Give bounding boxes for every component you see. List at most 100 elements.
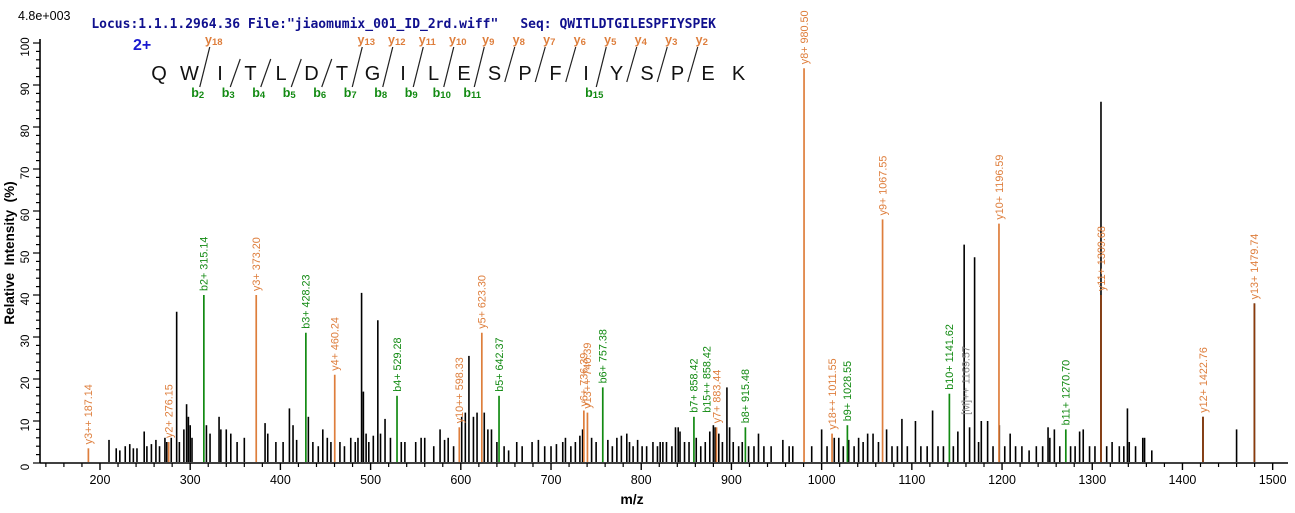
y-tick-label: 50: [20, 251, 32, 264]
peak-label: y13++ 740.39: [582, 343, 594, 409]
fragmentation-slash: [534, 46, 546, 83]
residue-letter: P: [671, 63, 684, 85]
b-ion-label: b9: [405, 86, 418, 101]
x-tick-label: 1300: [1078, 473, 1106, 487]
peak-label: b5+ 642.37: [494, 337, 506, 391]
fragmentation-slash: [412, 46, 424, 88]
residue-letter: G: [365, 63, 381, 85]
b-ion-label: b2: [191, 86, 204, 101]
x-tick-label: 1400: [1169, 473, 1197, 487]
fragmentation-slash: [199, 46, 211, 88]
b-ion-label: b7: [344, 86, 357, 101]
y-tick-label: 20: [20, 377, 32, 390]
x-tick-label: 500: [360, 473, 381, 487]
b-ion-label: b3: [222, 86, 235, 101]
x-tick-label: 300: [180, 473, 201, 487]
y-ion-label: y9: [482, 33, 494, 48]
peak-label: b4+ 529.28: [392, 337, 404, 391]
residue-letter: T: [336, 63, 348, 85]
header-bar: Locus:1.1.1.2964.36 File:"jiaomumix_001_…: [60, 2, 716, 47]
locus-file-label: Locus:1.1.1.2964.36 File:"jiaomumix_001_…: [91, 17, 499, 32]
b-ion-label: b4: [252, 86, 266, 101]
intensity-scale-label: 4.8e+003: [18, 9, 71, 23]
peak-label: y3+ 373.20: [251, 237, 263, 291]
y-ion-label: y12: [388, 33, 406, 48]
y-ion-label: y4: [635, 33, 648, 48]
fragmentation-slash: [443, 46, 455, 88]
y-tick-label: 0: [20, 464, 32, 470]
peak-label: y2+ 276.15: [163, 384, 175, 438]
residue-letter: T: [244, 63, 256, 85]
peak-label: y9+ 1067.55: [877, 156, 889, 216]
y-ion-label: y10: [449, 33, 467, 48]
x-axis-title: m/z: [620, 491, 643, 507]
residue-letter: S: [488, 63, 501, 85]
fragmentation-slash: [382, 46, 394, 88]
x-tick-label: 700: [541, 473, 562, 487]
residue-letter: I: [400, 63, 406, 85]
residue-letter: K: [732, 63, 746, 85]
residue-letter: I: [583, 63, 589, 85]
x-tick-label: 600: [450, 473, 471, 487]
peak-label: y10+ 1196.59: [994, 155, 1006, 220]
peak-label: [M]++ 1169.57: [960, 346, 972, 415]
x-axis: 200 300 400 500 600 700 800 900 1000 1100 1200 1300…: [40, 462, 1288, 507]
peak-label: y6+ 736.39: [579, 353, 591, 407]
residue-letter: W: [180, 63, 199, 85]
b-ion-label: b8: [374, 86, 387, 101]
b-ion-label: b10: [433, 86, 451, 101]
x-tick-label: 1100: [898, 473, 925, 487]
y-ion-label: y5: [604, 33, 617, 48]
y-ion-label: y6: [574, 33, 586, 48]
fragmentation-slash: [595, 46, 607, 88]
residue-letter: E: [701, 63, 714, 85]
y-axis-title: Relative Intensity (%): [2, 181, 17, 324]
y-tick-label: 100: [20, 37, 32, 56]
peak-label: b10+ 1141.62: [944, 324, 956, 390]
residue-letter: L: [275, 63, 286, 85]
peak-label: b9+ 1028.55: [842, 361, 854, 421]
sequence-header-label: Seq: QWITLDTGILESPFIYSPEK: [520, 17, 716, 32]
b-ion-label: b6: [313, 86, 326, 101]
residue-letter: L: [428, 63, 439, 85]
fragmentation-slash: [473, 46, 485, 88]
y-tick-label: 90: [20, 83, 32, 96]
peak-label: b15++ 858.42: [702, 346, 714, 413]
y-tick-label: 80: [20, 125, 32, 138]
y-ion-label: y3: [665, 33, 677, 48]
y-tick-label: 10: [20, 419, 32, 432]
y-ion-label: y18: [205, 33, 223, 48]
residue-letter: I: [217, 63, 223, 85]
peak-label: y10++ 598.33: [454, 357, 466, 423]
fragmentation-slash: [687, 46, 699, 83]
fragmentation-slash: [565, 46, 577, 83]
fragmentation-slash: [260, 58, 272, 88]
fragmentation-slash: [351, 46, 363, 88]
residue-letter: S: [640, 63, 653, 85]
peak-annotations: y3++ 187.14 y2+ 276.15 b2+ 315.14 y3+ 373.2…: [83, 10, 1261, 462]
peak-label: b3+ 428.23: [301, 274, 313, 328]
fragmentation-slash: [229, 58, 241, 88]
y-tick-label: 70: [20, 167, 32, 180]
peak-label: b11+ 1270.70: [1061, 360, 1073, 426]
peak-label: y18++ 1011.55: [827, 358, 839, 429]
peak-label: b2+ 315.14: [199, 237, 211, 291]
x-tick-label: 400: [270, 473, 291, 487]
residue-letter: P: [518, 63, 531, 85]
residue-letter: D: [304, 63, 318, 85]
residue-letter: Q: [151, 63, 167, 85]
y-ion-label: y13: [357, 33, 375, 48]
fragmentation-slash: [656, 46, 668, 83]
peak-label: b8+ 915.48: [740, 369, 752, 423]
b-ion-label: b5: [283, 86, 297, 101]
x-tick-label: 200: [90, 473, 111, 487]
peak-label: y5+ 623.30: [477, 275, 489, 329]
peak-label: y8+ 980.50: [799, 10, 811, 64]
fragmentation-slash: [504, 46, 516, 83]
y-tick-label: 30: [20, 335, 32, 348]
x-tick-label: 1500: [1259, 473, 1287, 487]
residue-letter: F: [549, 63, 561, 85]
